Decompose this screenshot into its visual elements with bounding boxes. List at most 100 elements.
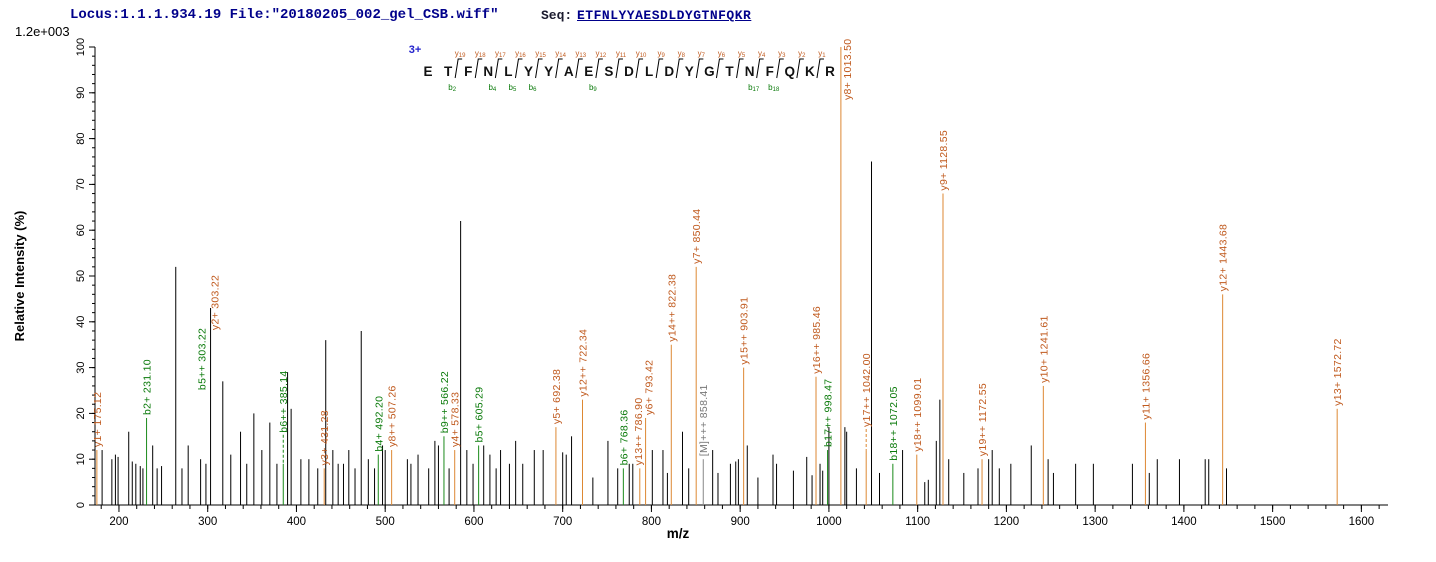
- svg-text:70: 70: [75, 178, 87, 190]
- y-ion-site-label: y2: [798, 49, 806, 59]
- precursor-charge-label: 3+: [409, 44, 422, 56]
- residue-letter: E: [423, 64, 432, 79]
- svg-text:500: 500: [376, 516, 395, 528]
- svg-text:90: 90: [75, 87, 87, 99]
- peak-label: y6+ 793.42: [644, 360, 656, 415]
- residue-letter: Y: [544, 64, 553, 79]
- y-ion-site-label: y14: [555, 49, 566, 59]
- svg-text:1100: 1100: [905, 516, 930, 528]
- y-ion-site-label: y12: [596, 49, 607, 59]
- fragmentation-bracket: [776, 58, 784, 79]
- svg-text:300: 300: [198, 516, 217, 528]
- b-ion-site-label: b18: [768, 83, 780, 93]
- y-ion-site-label: y3: [778, 49, 786, 59]
- fragmentation-bracket: [474, 58, 483, 79]
- svg-text:20: 20: [75, 407, 87, 419]
- peak-label: y4+ 578.33: [450, 392, 462, 447]
- b-ion-site-label: b6: [529, 83, 537, 93]
- fragmentation-bracket: [575, 58, 583, 79]
- peak-label: b5+ 605.29: [474, 387, 486, 443]
- residue-letter: D: [664, 64, 674, 79]
- svg-text:100: 100: [75, 38, 87, 56]
- y-ion-site-label: y9: [657, 49, 665, 59]
- y-ion-site-label: y15: [535, 49, 546, 59]
- peak-label: b2+ 231.10: [142, 359, 154, 415]
- peak-label: y10+ 1241.61: [1038, 315, 1050, 383]
- residue-letter: S: [604, 64, 613, 79]
- peak-label: y3+ 431.28: [319, 410, 331, 465]
- y-ion-site-label: y7: [698, 49, 706, 59]
- peak-label: y7+ 850.44: [691, 209, 703, 264]
- fragmentation-bracket: [756, 58, 764, 79]
- b-ion-site-label: b5: [509, 83, 517, 93]
- peak-label: y12++ 722.34: [578, 329, 590, 397]
- svg-text:40: 40: [75, 316, 87, 328]
- peak-label: b6++ 385.14: [278, 370, 290, 432]
- unmatched-peaks: [101, 161, 1227, 505]
- peak-label: y12+ 1443.68: [1218, 224, 1230, 292]
- svg-text:30: 30: [75, 361, 87, 373]
- fragmentation-bracket: [595, 58, 603, 79]
- fragmentation-bracket: [796, 58, 804, 79]
- peak-label: y9+ 1128.55: [938, 130, 950, 191]
- svg-text:1000: 1000: [816, 516, 842, 528]
- peak-label: y1+ 175.12: [92, 392, 104, 447]
- locus-file-text: Locus:1.1.1.934.19 File:"20180205_002_ge…: [70, 7, 499, 23]
- svg-text:700: 700: [553, 516, 572, 528]
- svg-text:600: 600: [464, 516, 483, 528]
- residue-letter: G: [704, 64, 715, 79]
- peak-label: y13+ 1572.72: [1332, 338, 1344, 406]
- peak-label: y17++ 1042.00: [861, 353, 873, 427]
- svg-text:60: 60: [75, 224, 87, 236]
- fragmentation-bracket: [695, 58, 704, 79]
- svg-text:10: 10: [75, 453, 87, 465]
- svg-text:1400: 1400: [1171, 516, 1197, 528]
- fragmentation-bracket: [494, 58, 503, 79]
- fragmentation-bracket: [655, 58, 664, 79]
- fragmentation-bracket: [816, 58, 824, 79]
- residue-letter: T: [725, 64, 734, 79]
- peak-label: y18++ 1099.01: [912, 378, 924, 452]
- y-ion-site-label: y4: [758, 49, 766, 59]
- seq-label: Seq:: [541, 8, 573, 23]
- fragmentation-bracket: [675, 58, 684, 79]
- y-ion-site-label: y18: [475, 49, 486, 59]
- svg-text:800: 800: [642, 516, 661, 528]
- y-ion-site-label: y1: [818, 49, 826, 59]
- y-ion-site-label: y19: [455, 49, 466, 59]
- peak-label: y5+ 692.38: [551, 369, 563, 424]
- y-ion-site-label: y5: [738, 49, 746, 59]
- y-ion-site-label: y11: [616, 49, 627, 59]
- y-axis-title: Relative Intensity (%): [12, 211, 27, 342]
- svg-text:1500: 1500: [1260, 516, 1286, 528]
- svg-text:0: 0: [75, 502, 87, 508]
- y-ion-site-label: y16: [515, 49, 526, 59]
- residue-letter: Y: [685, 64, 694, 79]
- fragmentation-bracket: [715, 58, 724, 79]
- fragmentation-bracket: [555, 58, 563, 79]
- fragmentation-bracket: [615, 58, 623, 79]
- axes: [94, 47, 1388, 506]
- b-ion-site-label: b4: [488, 83, 496, 93]
- svg-text:200: 200: [109, 516, 128, 528]
- peak-label: y11+ 1356.66: [1140, 353, 1152, 420]
- svg-text:1300: 1300: [1082, 516, 1108, 528]
- fragmentation-bracket: [736, 58, 744, 79]
- seq-value-link[interactable]: ETFNLYYAESDLDYGTNFQKR: [577, 8, 752, 23]
- residue-letter: D: [624, 64, 634, 79]
- y-ion-site-label: y10: [636, 49, 647, 59]
- residue-letter: L: [504, 64, 512, 79]
- peak-label: b6+ 768.36: [618, 410, 630, 466]
- residue-letter: Y: [524, 64, 533, 79]
- y-ion-site-label: y6: [718, 49, 726, 59]
- svg-text:50: 50: [75, 270, 87, 282]
- peak-label: y19++ 1172.55: [977, 383, 989, 456]
- peak-label: y13++ 786.90: [633, 398, 645, 466]
- fragmentation-bracket: [535, 58, 543, 79]
- peak-label: y15++ 903.91: [739, 297, 751, 365]
- peak-label: b9++ 566.22: [439, 371, 451, 433]
